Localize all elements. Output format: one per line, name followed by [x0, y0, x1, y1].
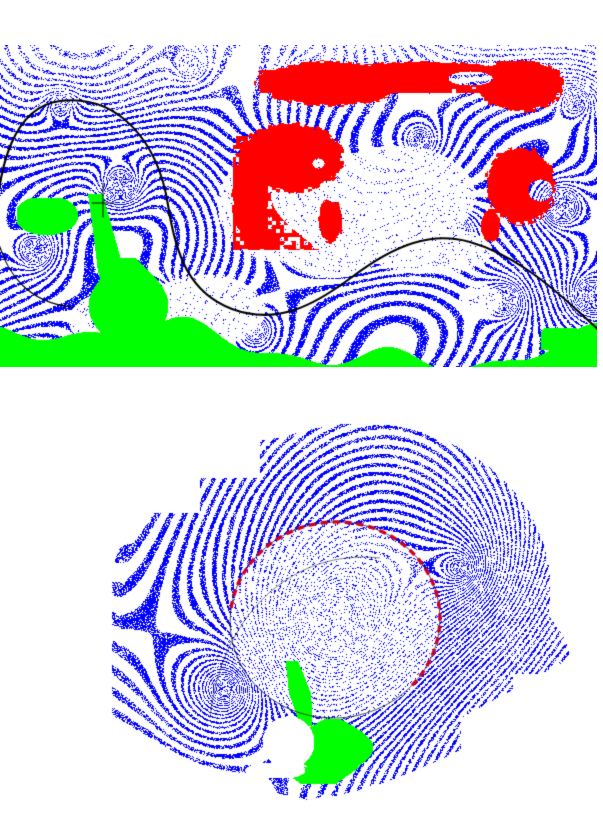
field-map-stipple-layer [0, 45, 597, 367]
torus-vortex-projection-panel [60, 418, 580, 818]
rectangular-field-map-panel [0, 45, 597, 367]
torus-stipple-layer [60, 418, 580, 818]
